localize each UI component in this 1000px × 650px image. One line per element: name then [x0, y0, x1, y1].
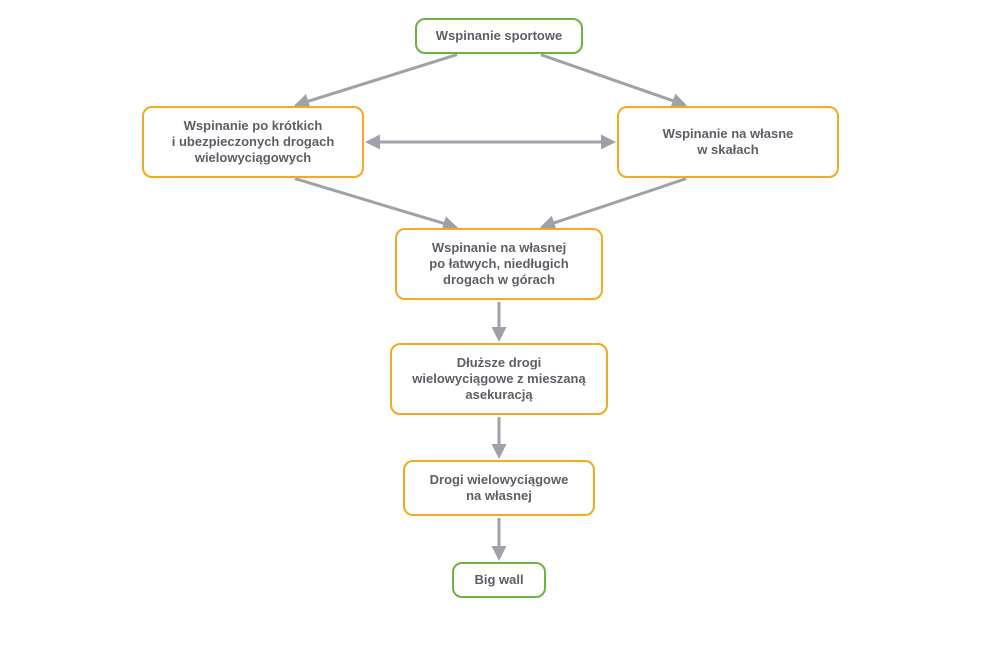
flowchart-node-label: Big wall	[474, 572, 523, 588]
flowchart-node-n4: Wspinanie na własnej po łatwych, niedług…	[395, 228, 603, 300]
flowchart-edge-n2-n4	[295, 179, 455, 227]
flowchart-edge-n1-n2	[297, 55, 457, 105]
flowchart-node-n6: Drogi wielowyciągowe na własnej	[403, 460, 595, 516]
flowchart-node-n7: Big wall	[452, 562, 546, 598]
flowchart-node-n5: Dłuższe drogi wielowyciągowe z mieszaną …	[390, 343, 608, 415]
flowchart-node-label: Wspinanie na własnej po łatwych, niedług…	[429, 240, 568, 289]
flowchart-node-n3: Wspinanie na własne w skałach	[617, 106, 839, 178]
flowchart-node-label: Wspinanie po krótkich i ubezpieczonych d…	[172, 118, 335, 167]
flowchart-node-label: Dłuższe drogi wielowyciągowe z mieszaną …	[412, 355, 585, 404]
flowchart-edge-n1-n3	[541, 55, 684, 105]
flowchart-edges-layer	[0, 0, 1000, 650]
flowchart-node-label: Wspinanie na własne w skałach	[663, 126, 794, 159]
flowchart-edge-n3-n4	[543, 179, 686, 227]
flowchart-node-label: Wspinanie sportowe	[436, 28, 562, 44]
flowchart-node-n1: Wspinanie sportowe	[415, 18, 583, 54]
flowchart-node-n2: Wspinanie po krótkich i ubezpieczonych d…	[142, 106, 364, 178]
flowchart-stage: Wspinanie sportowe Wspinanie po krótkich …	[0, 0, 1000, 650]
flowchart-node-label: Drogi wielowyciągowe na własnej	[430, 472, 569, 505]
